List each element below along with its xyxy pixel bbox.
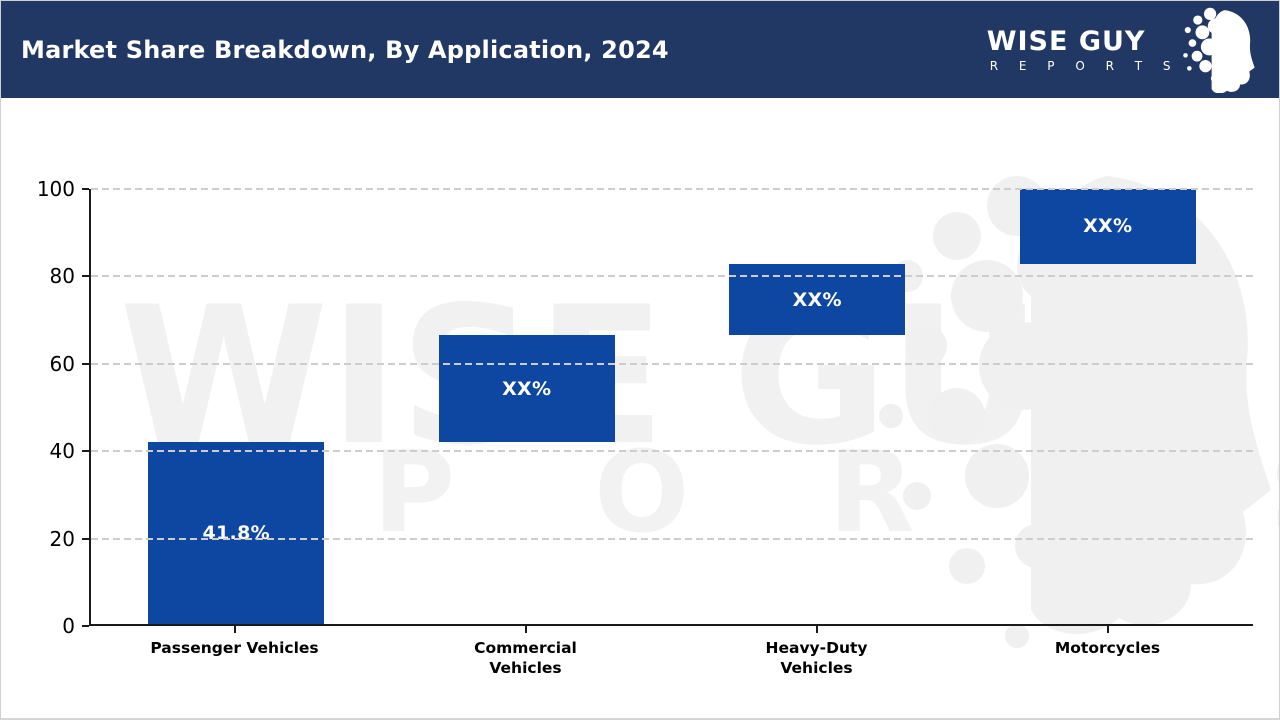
x-category-label: Heavy-Duty Vehicles — [672, 638, 962, 678]
bar-value-label: XX% — [792, 288, 842, 311]
x-category-label-line: Passenger Vehicles — [150, 639, 319, 657]
x-category-label-line: Vehicles — [489, 659, 562, 678]
y-tick-label: 20 — [49, 526, 75, 551]
x-category-label-line: Heavy-Duty — [765, 639, 868, 657]
y-tick-label: 40 — [49, 439, 75, 464]
gridline — [91, 362, 1253, 365]
x-category-label-line: Commercial — [474, 639, 577, 657]
gridline — [91, 275, 1253, 278]
logo-head-icon — [1183, 7, 1255, 93]
x-category-label-line: Vehicles — [780, 659, 853, 678]
gridline — [91, 450, 1253, 453]
x-tick-mark — [815, 626, 818, 633]
logo-wordmark: WISE GUY — [986, 25, 1146, 57]
x-category-label: Commercial Vehicles — [381, 638, 671, 678]
y-tick-label: 0 — [62, 614, 75, 638]
gridline — [91, 188, 1253, 190]
gridline — [91, 537, 1253, 540]
y-tick-label: 100 — [36, 177, 75, 201]
x-category-label: Passenger Vehicles — [90, 638, 380, 658]
page-title: Market Share Breakdown, By Application, … — [21, 35, 669, 64]
y-tick-mark — [82, 362, 89, 365]
bar: XX% — [1019, 189, 1196, 264]
chart: WISE GUY P O R T S 41.8%XX%XX%XX% 020406… — [1, 98, 1279, 718]
x-tick-mark — [233, 626, 236, 633]
header: Market Share Breakdown, By Application, … — [1, 1, 1279, 98]
y-tick-mark — [82, 625, 89, 627]
x-tick-mark — [524, 626, 527, 633]
plot-area: 41.8% XX% XX% XX% — [89, 188, 1253, 626]
bar-value-label: XX% — [1083, 215, 1133, 238]
bar-value-label: XX% — [502, 377, 552, 400]
y-tick-mark — [82, 188, 89, 190]
bar: 41.8% — [148, 442, 325, 624]
bar-value-label: 41.8% — [202, 522, 270, 545]
wiseguy-logo: WISE GUY R E P O R T S — [987, 7, 1259, 93]
y-tick-label: 80 — [49, 264, 75, 289]
logo-subtext: R E P O R T S — [989, 58, 1179, 73]
x-tick-mark — [1106, 626, 1109, 633]
y-tick-label: 60 — [49, 351, 75, 376]
y-tick-mark — [82, 537, 89, 540]
y-tick-mark — [82, 275, 89, 278]
x-category-label-line: Motorcycles — [1054, 639, 1161, 657]
y-tick-mark — [82, 450, 89, 453]
bar: XX% — [438, 335, 615, 443]
x-category-label: Motorcycles — [963, 638, 1253, 658]
